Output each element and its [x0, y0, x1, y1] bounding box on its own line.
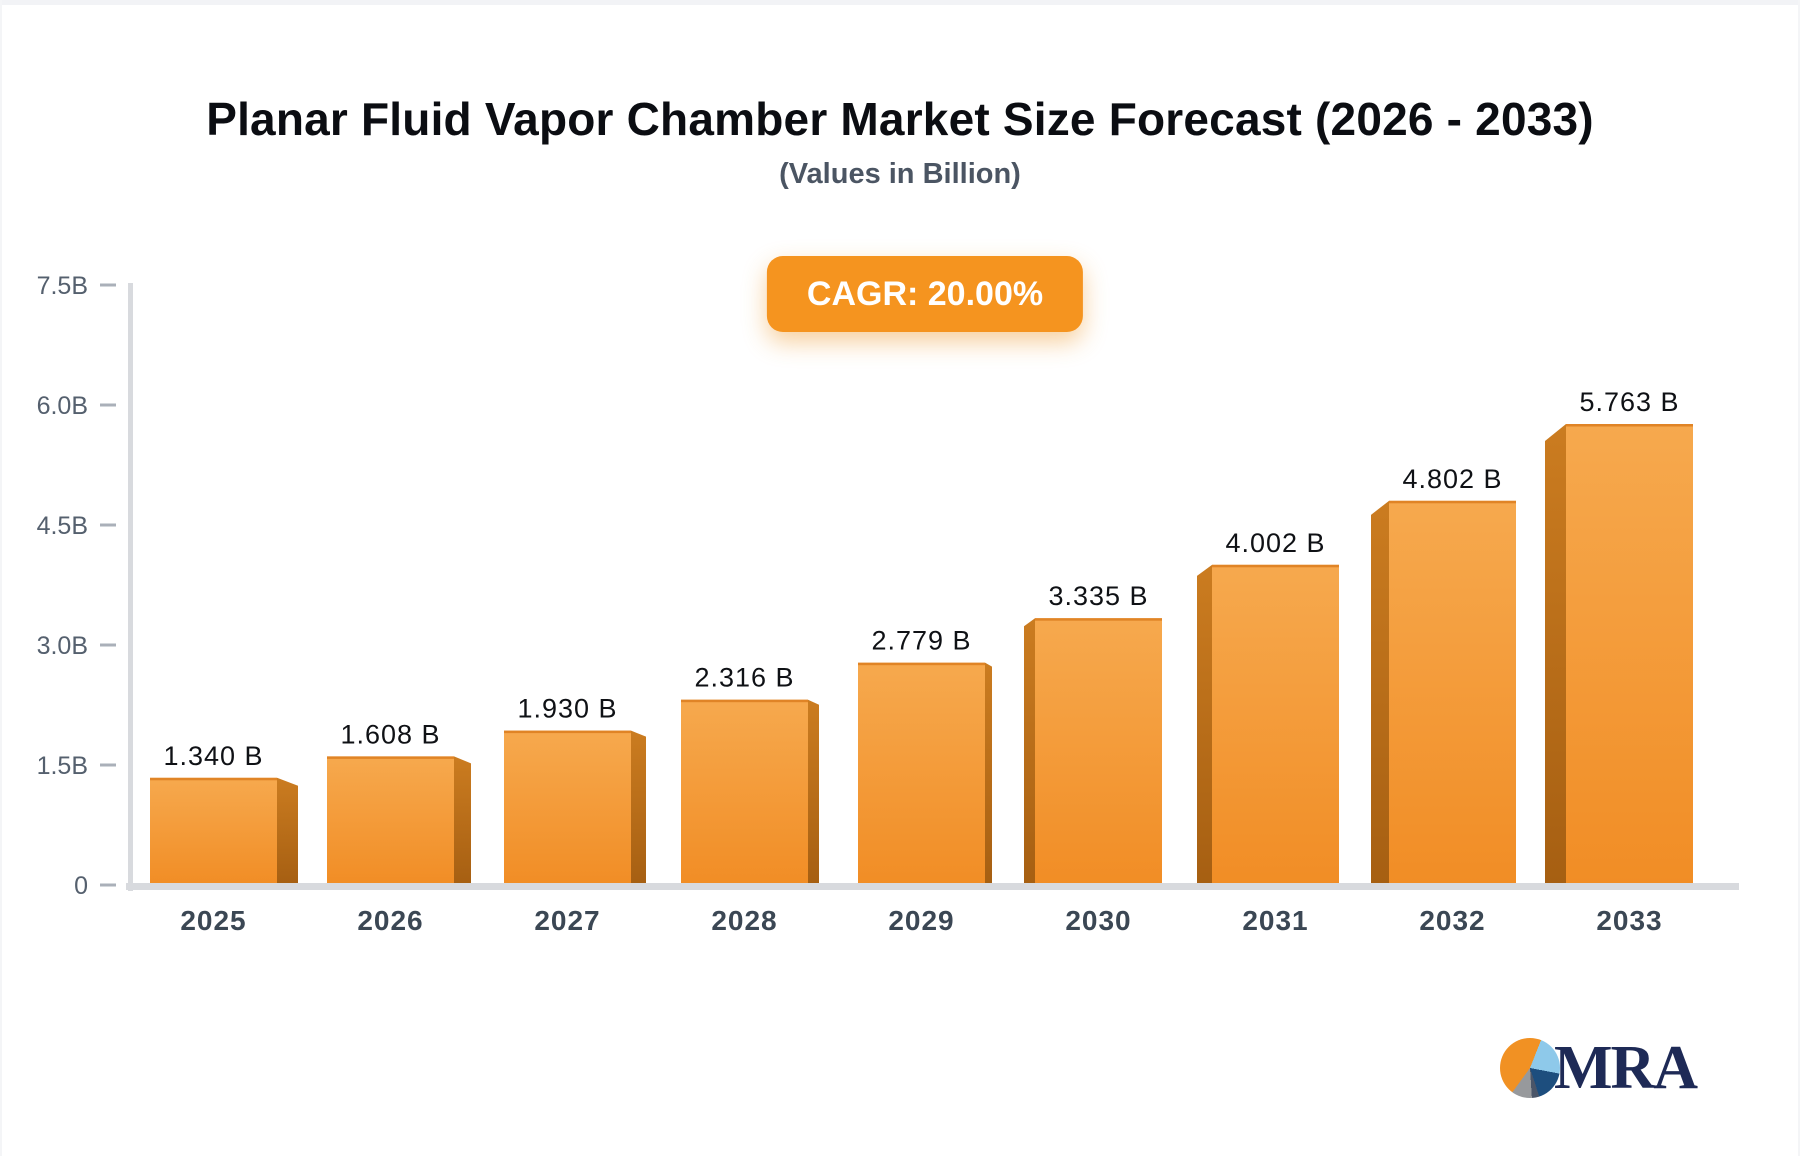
y-axis-tick [100, 763, 116, 767]
right-border [1798, 0, 1800, 1156]
bar-value-label: 1.340 B [163, 741, 263, 771]
x-tick-label: 2029 [888, 905, 954, 936]
bar-side-face [1545, 423, 1566, 885]
bar-top-edge [858, 662, 985, 666]
chart-subtitle: (Values in Billion) [779, 158, 1021, 190]
x-tick-label: 2026 [357, 905, 423, 936]
bar-value-label: 2.779 B [871, 626, 971, 656]
bar-top-edge [504, 730, 631, 734]
bar-group: 5.763 B 2033 [1545, 387, 1693, 936]
bar [1212, 564, 1339, 885]
cagr-badge: CAGR: 20.00% [766, 256, 1084, 332]
bar-value-label: 4.802 B [1402, 464, 1502, 494]
bar-group: 1.930 B 2027 [504, 694, 646, 936]
bar [1035, 618, 1162, 885]
bar-value-label: 1.930 B [517, 694, 617, 724]
bar-value-label: 5.763 B [1579, 387, 1679, 417]
x-tick-label: 2030 [1065, 905, 1131, 936]
bar-side-face [277, 777, 298, 885]
bar-group: 1.340 B 2025 [150, 741, 298, 936]
brand-logo: MRA [1500, 1034, 1698, 1102]
y-axis-tick [100, 883, 116, 887]
bar [504, 730, 631, 885]
y-axis-tick [100, 523, 116, 527]
page-title: Planar Fluid Vapor Chamber Market Size F… [206, 93, 1594, 145]
y-tick-label: 6.0B [37, 392, 88, 420]
bar-value-label: 4.002 B [1225, 528, 1325, 558]
bar-group: 1.608 B 2026 [327, 719, 471, 936]
bar [1389, 500, 1516, 885]
bar [327, 756, 454, 885]
y-tick-label: 7.5B [37, 272, 88, 300]
bar-group: 2.779 B 2029 [858, 626, 992, 936]
bar-side-face [808, 699, 819, 885]
y-axis-line [128, 283, 133, 891]
x-tick-label: 2027 [534, 905, 600, 936]
bar-top-edge [1035, 618, 1162, 621]
y-axis-tick [100, 643, 116, 647]
bar-top-edge [681, 699, 808, 703]
bar-side-face [631, 730, 646, 885]
bar-side-face [1197, 564, 1212, 885]
x-tick-label: 2028 [711, 905, 777, 936]
bar-side-face [985, 662, 992, 885]
bar-group: 2.316 B 2028 [681, 663, 819, 936]
x-tick-label: 2033 [1596, 905, 1662, 936]
x-tick-label: 2032 [1419, 905, 1485, 936]
bar-top-edge [150, 777, 277, 781]
y-tick-label: 0 [74, 872, 88, 900]
bar [1566, 424, 1693, 885]
y-tick-label: 3.0B [37, 632, 88, 660]
y-tick-label: 4.5B [37, 512, 88, 540]
bar-group: 4.802 B 2032 [1371, 464, 1516, 936]
top-border [0, 0, 1800, 5]
x-tick-label: 2025 [180, 905, 246, 936]
bar-side-face [1024, 618, 1035, 885]
bar [150, 777, 277, 885]
logo-text: MRA [1554, 1034, 1698, 1102]
bar [681, 699, 808, 885]
bar-value-label: 1.608 B [340, 719, 440, 749]
bar-value-label: 3.335 B [1048, 581, 1148, 611]
bar-group: 3.335 B 2030 [1024, 581, 1162, 936]
bar-side-face [1371, 500, 1389, 885]
y-axis-tick [100, 403, 116, 407]
bar-top-edge [1389, 500, 1516, 504]
bar-top-edge [1212, 564, 1339, 568]
y-axis-tick [100, 283, 116, 287]
x-axis-line [126, 883, 1739, 890]
y-tick-label: 1.5B [37, 752, 88, 780]
pie-chart-icon [1500, 1038, 1560, 1098]
bar [858, 662, 985, 885]
bar-top-edge [327, 756, 454, 759]
bar-value-label: 2.316 B [694, 663, 794, 693]
bar-group: 4.002 B 2031 [1197, 528, 1339, 936]
bar-top-edge [1566, 424, 1693, 427]
bar-side-face [454, 756, 471, 885]
left-border [0, 0, 2, 1156]
x-tick-label: 2031 [1242, 905, 1308, 936]
